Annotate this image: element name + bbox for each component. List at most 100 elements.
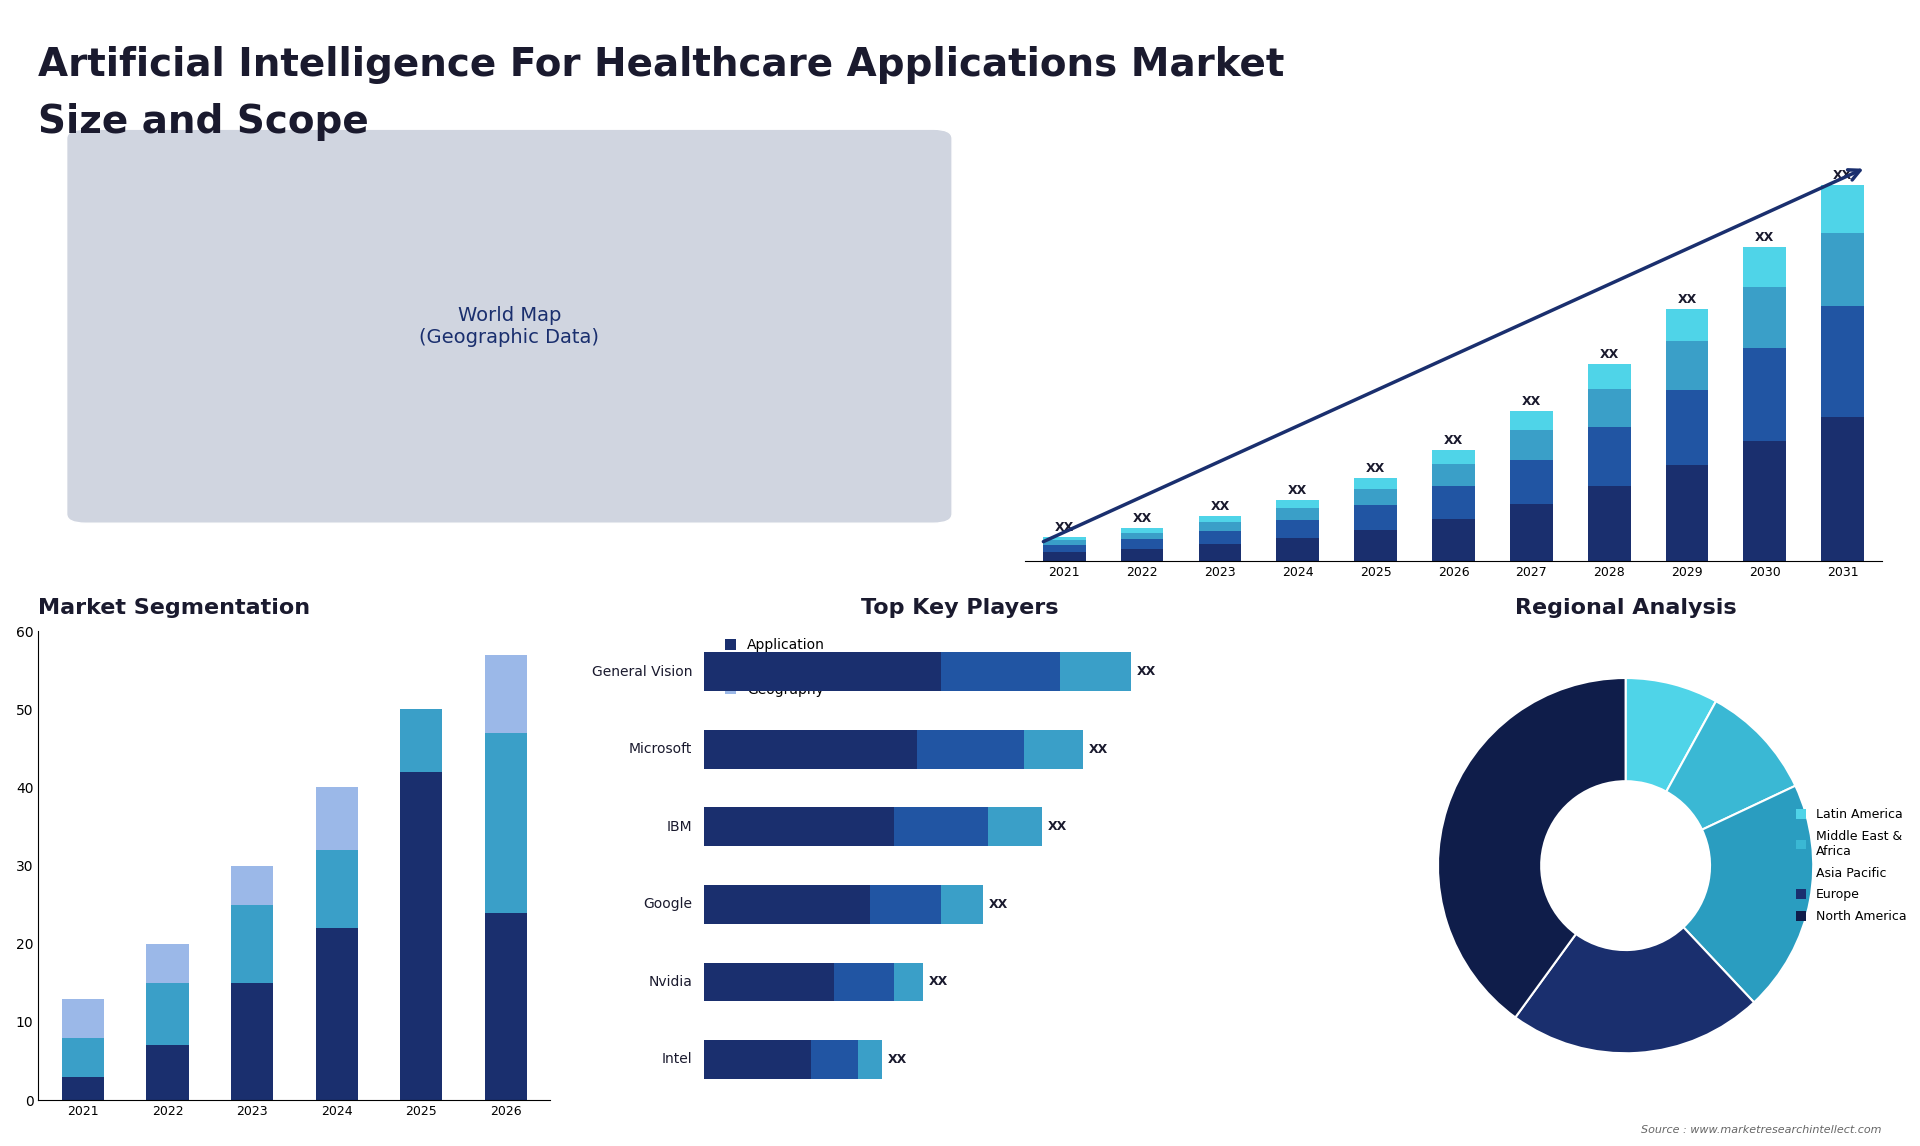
Bar (399, 771, 442, 1100)
Text: Microsoft: Microsoft (628, 743, 691, 756)
Bar (486, 732, 528, 912)
Bar (1509, 504, 1553, 560)
Bar (1665, 308, 1709, 342)
Bar (1354, 505, 1398, 529)
Text: MARKET
RESEARCH
INTELLECT: MARKET RESEARCH INTELLECT (1774, 40, 1826, 74)
Bar (61, 998, 104, 1037)
Text: Market Segmentation: Market Segmentation (38, 598, 311, 619)
Text: General Vision: General Vision (591, 665, 691, 678)
Bar (1588, 363, 1630, 388)
Text: XX: XX (929, 975, 948, 989)
Text: XX: XX (1599, 348, 1619, 361)
Bar (1198, 531, 1242, 544)
Bar (858, 1041, 881, 1078)
Bar (1432, 464, 1475, 486)
Bar (1509, 430, 1553, 460)
Bar (1509, 460, 1553, 504)
Text: Artificial Intelligence For Healthcare Applications Market: Artificial Intelligence For Healthcare A… (38, 46, 1284, 84)
Bar (1277, 520, 1319, 537)
Bar (1354, 478, 1398, 489)
Text: XX: XX (1834, 170, 1853, 182)
Bar (315, 928, 357, 1100)
Bar (1588, 388, 1630, 427)
Bar (705, 963, 835, 1002)
Text: Google: Google (643, 897, 691, 911)
Bar (705, 730, 918, 769)
Wedge shape (1684, 786, 1812, 1003)
Text: XX: XX (887, 1053, 906, 1066)
Bar (1665, 390, 1709, 465)
Bar (1277, 537, 1319, 560)
Bar (1432, 519, 1475, 560)
Bar (1432, 450, 1475, 464)
Bar (146, 983, 188, 1045)
Bar (1043, 536, 1085, 540)
Bar (1060, 652, 1131, 691)
Bar (315, 787, 357, 850)
Text: XX: XX (1089, 743, 1108, 756)
Bar (1198, 521, 1242, 531)
Text: Size and Scope: Size and Scope (38, 103, 369, 141)
Bar (1822, 234, 1864, 306)
Bar (705, 885, 870, 924)
Bar (146, 1045, 188, 1100)
Bar (1043, 540, 1085, 544)
Bar (230, 904, 273, 983)
Bar (989, 808, 1043, 846)
Title: Top Key Players: Top Key Players (862, 598, 1058, 619)
Bar (1198, 516, 1242, 521)
Wedge shape (1515, 927, 1755, 1053)
Text: XX: XX (1523, 395, 1542, 408)
Bar (1198, 544, 1242, 560)
Bar (1121, 528, 1164, 533)
Bar (1588, 486, 1630, 560)
Wedge shape (1667, 701, 1795, 830)
Bar (1121, 540, 1164, 549)
Bar (1743, 441, 1786, 560)
Bar (893, 808, 989, 846)
Bar (893, 963, 924, 1002)
Bar (1743, 248, 1786, 288)
Bar (1588, 427, 1630, 486)
Bar (705, 652, 941, 691)
Bar (835, 963, 893, 1002)
Text: XX: XX (1444, 434, 1463, 447)
Bar (705, 808, 893, 846)
Text: XX: XX (989, 898, 1008, 911)
Text: Source : www.marketresearchintellect.com: Source : www.marketresearchintellect.com (1642, 1124, 1882, 1135)
Bar (486, 654, 528, 732)
Text: XX: XX (1678, 292, 1697, 306)
Text: XX: XX (1054, 520, 1073, 534)
Bar (146, 944, 188, 983)
Bar (1665, 465, 1709, 560)
Text: M: M (1672, 34, 1709, 69)
Bar (230, 983, 273, 1100)
Bar (61, 1077, 104, 1100)
Text: XX: XX (1048, 821, 1068, 833)
Bar (1354, 529, 1398, 560)
Bar (1121, 533, 1164, 540)
Title: Regional Analysis: Regional Analysis (1515, 598, 1736, 619)
Wedge shape (1626, 678, 1716, 792)
Bar (941, 652, 1060, 691)
Bar (315, 850, 357, 928)
Bar (61, 1037, 104, 1077)
Text: XX: XX (1137, 666, 1156, 678)
Text: XX: XX (1288, 485, 1308, 497)
Wedge shape (1438, 678, 1626, 1018)
Text: XX: XX (1133, 512, 1152, 525)
Bar (399, 709, 442, 771)
Bar (1509, 411, 1553, 430)
Text: Nvidia: Nvidia (649, 975, 691, 989)
Text: XX: XX (1755, 231, 1774, 244)
Text: World Map
(Geographic Data): World Map (Geographic Data) (419, 306, 599, 347)
Bar (810, 1041, 858, 1078)
Text: XX: XX (1365, 462, 1384, 476)
Bar (1665, 342, 1709, 390)
Bar (1023, 730, 1083, 769)
Bar (1743, 348, 1786, 441)
Bar (870, 885, 941, 924)
Bar (1043, 544, 1085, 551)
Bar (1432, 486, 1475, 519)
FancyBboxPatch shape (67, 129, 952, 524)
